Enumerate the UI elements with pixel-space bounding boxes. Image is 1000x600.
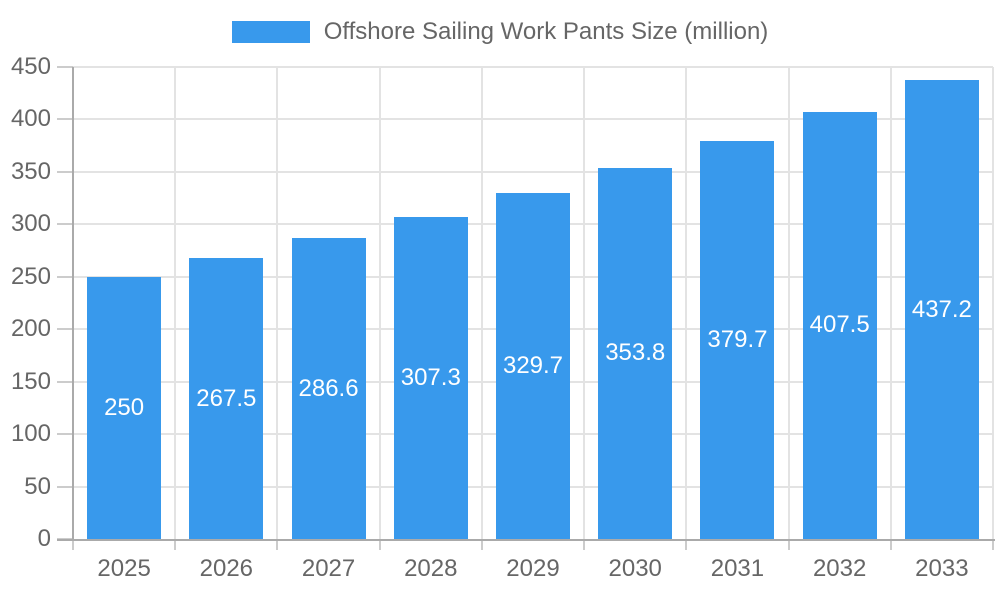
x-axis-tick (583, 539, 586, 550)
y-axis-tick-label: 400 (10, 105, 51, 133)
gridline-vertical (787, 67, 790, 539)
y-axis-tick (57, 433, 73, 436)
y-axis-tick (57, 485, 73, 488)
y-axis-tick (57, 538, 73, 540)
x-axis-tick-label: 2031 (710, 555, 765, 582)
legend-item[interactable]: Offshore Sailing Work Pants Size (millio… (231, 18, 769, 45)
y-axis-tick-label: 200 (10, 315, 51, 343)
y-axis-tick-label: 100 (10, 420, 51, 448)
bar[interactable] (802, 111, 877, 539)
bar[interactable] (700, 140, 775, 539)
x-axis-tick (787, 539, 790, 550)
x-axis-tick (174, 539, 177, 550)
y-axis-tick-label: 150 (10, 367, 51, 395)
y-axis-tick (57, 328, 73, 331)
gridline-vertical (992, 67, 994, 539)
y-axis-tick (57, 275, 73, 278)
y-axis-tick-label: 300 (10, 210, 51, 238)
x-axis-tick-label: 2028 (404, 555, 458, 582)
legend: Offshore Sailing Work Pants Size (millio… (0, 19, 1000, 45)
bar[interactable] (598, 167, 673, 539)
x-axis-tick (276, 539, 279, 550)
y-axis-tick-label: 450 (10, 53, 51, 80)
y-axis-tick-label: 50 (24, 472, 51, 500)
bar[interactable] (87, 276, 162, 539)
x-axis-line (57, 539, 995, 541)
x-axis-tick (378, 539, 381, 550)
gridline-horizontal (73, 66, 993, 68)
gridline-vertical (378, 67, 381, 539)
y-axis-tick (57, 66, 73, 68)
y-axis-tick-label: 250 (10, 262, 51, 290)
gridline-vertical (276, 67, 279, 539)
x-axis-tick-label: 2027 (301, 555, 356, 582)
x-axis-tick (685, 539, 688, 550)
bar[interactable] (904, 80, 979, 539)
legend-swatch-icon (231, 21, 310, 43)
y-axis-tick (57, 380, 73, 383)
gridline-vertical (174, 67, 177, 539)
x-axis-tick-label: 2029 (506, 555, 560, 582)
x-axis-tick-label: 2033 (915, 555, 969, 582)
x-axis-tick (72, 539, 74, 550)
x-axis-tick (992, 539, 994, 550)
y-axis-tick-label: 0 (37, 525, 51, 552)
bar[interactable] (189, 258, 264, 539)
x-axis-tick-label: 2032 (812, 555, 867, 582)
y-axis-tick-label: 350 (10, 157, 51, 185)
y-axis-tick (57, 170, 73, 173)
bar[interactable] (393, 216, 468, 539)
x-axis-tick-label: 2030 (608, 555, 662, 582)
y-axis-line (72, 67, 74, 541)
x-axis-tick (889, 539, 892, 550)
gridline-vertical (889, 67, 892, 539)
gridline-vertical (480, 67, 483, 539)
gridline-vertical (685, 67, 688, 539)
y-axis-tick (57, 223, 73, 226)
bar[interactable] (291, 238, 366, 539)
x-axis-tick-label: 2026 (199, 555, 254, 582)
gridline-vertical (583, 67, 586, 539)
bar[interactable] (496, 193, 570, 539)
x-axis-tick (480, 539, 483, 550)
y-axis-tick (57, 118, 73, 121)
legend-label: Offshore Sailing Work Pants Size (millio… (323, 18, 769, 45)
x-axis-tick-label: 2025 (97, 555, 151, 582)
